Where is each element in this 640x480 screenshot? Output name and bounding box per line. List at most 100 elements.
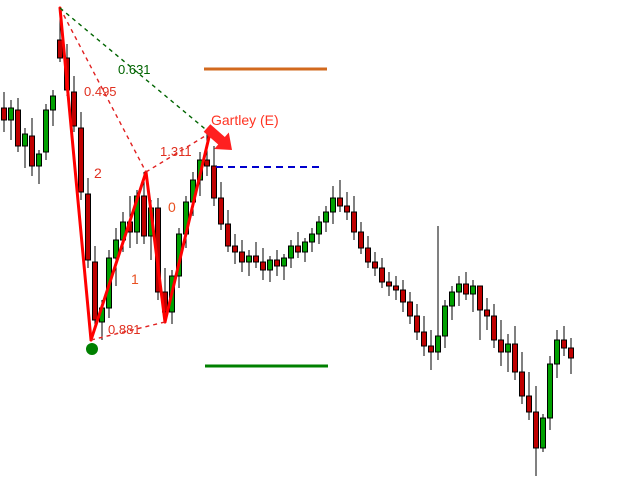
candle-body xyxy=(50,95,56,111)
candle-body xyxy=(484,309,490,317)
candle xyxy=(274,250,280,276)
candle xyxy=(379,258,385,288)
candle xyxy=(505,334,511,372)
candle-body xyxy=(22,133,28,147)
ratio-label: 0 xyxy=(168,199,176,215)
candle-body xyxy=(330,197,336,213)
candle xyxy=(540,414,546,452)
candle-body xyxy=(288,245,294,259)
candle xyxy=(43,104,49,160)
candle xyxy=(78,112,84,200)
candle-body xyxy=(386,281,392,287)
candle xyxy=(302,238,308,262)
candle-body xyxy=(407,301,413,317)
candle-body xyxy=(435,335,441,353)
candle-body xyxy=(400,289,406,303)
candle xyxy=(1,92,7,132)
candle xyxy=(351,196,357,240)
candle-body xyxy=(267,259,273,271)
candle xyxy=(253,242,259,268)
candle xyxy=(50,90,56,126)
pattern-leg-AB[interactable] xyxy=(89,170,148,342)
candle xyxy=(442,300,448,348)
price-levels-layer[interactable] xyxy=(204,67,328,368)
candle xyxy=(218,182,224,230)
candle-body xyxy=(428,345,434,353)
candle xyxy=(85,178,91,268)
candle-body xyxy=(540,417,546,449)
pattern-ratio-line-XB[interactable] xyxy=(59,7,147,173)
candle-body xyxy=(302,241,308,253)
candle xyxy=(554,330,560,378)
candle-body xyxy=(526,395,532,413)
candle xyxy=(491,304,497,348)
candle-body xyxy=(232,245,238,253)
candle-body xyxy=(204,159,210,167)
candle xyxy=(568,338,574,374)
candle-body xyxy=(442,305,448,337)
candle-body xyxy=(309,233,315,243)
pattern-leg-BC[interactable] xyxy=(144,170,167,324)
candle xyxy=(428,330,434,370)
harmonic-pattern-layer[interactable] xyxy=(58,6,212,342)
candle xyxy=(519,352,525,404)
sell-arrow-icon[interactable] xyxy=(203,124,232,150)
candle xyxy=(449,286,455,320)
candle-body xyxy=(113,239,119,259)
candle-body xyxy=(344,205,350,213)
candle-body xyxy=(29,135,35,167)
candle xyxy=(337,180,343,212)
candle-body xyxy=(78,127,84,193)
candle xyxy=(295,232,301,258)
candle-body xyxy=(8,107,14,121)
candle-body xyxy=(15,109,21,147)
pattern-leg-XA[interactable] xyxy=(58,6,93,342)
candle-body xyxy=(547,363,553,419)
candle-body xyxy=(260,261,266,271)
candle xyxy=(330,186,336,224)
candle xyxy=(316,216,322,244)
candle xyxy=(260,248,266,280)
candle-body xyxy=(519,371,525,397)
candle-body xyxy=(337,197,343,207)
candle xyxy=(323,206,329,232)
pattern-ratio-line-XD[interactable] xyxy=(59,7,211,134)
candle-body xyxy=(372,261,378,269)
candle-body xyxy=(316,221,322,235)
pattern-leg-CD[interactable] xyxy=(163,131,212,324)
candle-body xyxy=(561,339,567,349)
candle xyxy=(8,100,14,140)
candle-body xyxy=(393,285,399,291)
candle xyxy=(421,316,427,356)
candle xyxy=(456,276,462,306)
candle xyxy=(239,240,245,272)
candle xyxy=(512,326,518,380)
candle-body xyxy=(470,285,476,295)
candle-body xyxy=(323,211,329,223)
candle-body xyxy=(414,315,420,333)
candle xyxy=(309,228,315,252)
candle xyxy=(29,118,35,176)
candle-body xyxy=(505,343,511,353)
candle-body xyxy=(218,197,224,225)
candle xyxy=(407,292,413,324)
entry-point-marker[interactable] xyxy=(86,343,98,355)
candle-body xyxy=(491,315,497,341)
candle-body xyxy=(246,255,252,263)
candle-body xyxy=(239,251,245,263)
candle-body xyxy=(85,193,91,261)
candle-body xyxy=(295,245,301,253)
candle-body xyxy=(477,285,483,311)
candle xyxy=(92,246,98,330)
annotations-layer[interactable]: Gartley (E) xyxy=(86,112,279,355)
candle-body xyxy=(351,211,357,233)
candle xyxy=(267,256,273,282)
candle-body xyxy=(421,331,427,347)
candle-body xyxy=(449,291,455,307)
ratio-label: 0.881 xyxy=(108,322,141,337)
candle-body xyxy=(43,109,49,153)
candle-body xyxy=(512,343,518,373)
